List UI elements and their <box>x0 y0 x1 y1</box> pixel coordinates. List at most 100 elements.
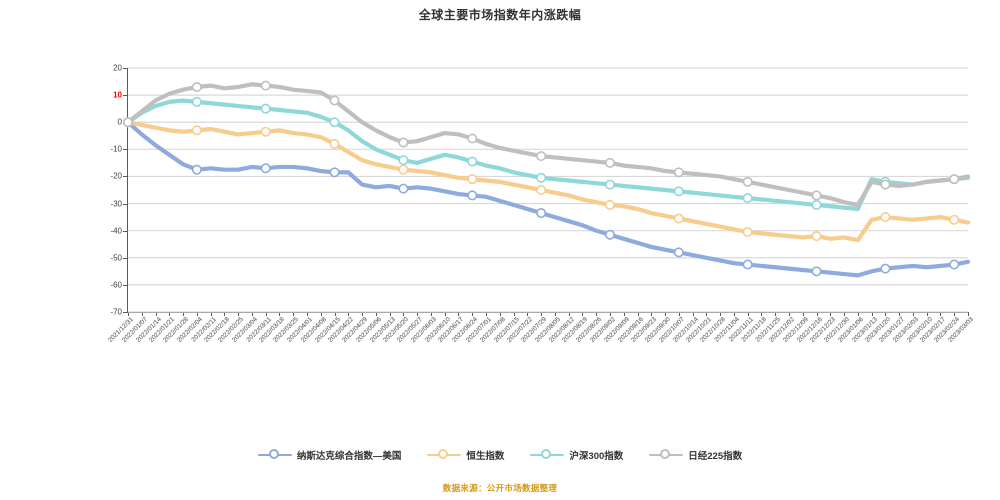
x-tick-mark <box>279 313 281 316</box>
x-tick-mark <box>609 313 611 316</box>
data-point-marker <box>398 183 409 194</box>
x-tick-mark <box>251 313 253 316</box>
data-point-marker <box>398 137 409 148</box>
data-point-marker <box>329 117 340 128</box>
data-point-marker <box>191 81 202 92</box>
data-point-marker <box>467 156 478 167</box>
data-point-marker <box>742 259 753 270</box>
data-point-marker <box>536 185 547 196</box>
y-tick-label: -70 <box>110 307 122 317</box>
x-tick-mark <box>596 313 598 316</box>
chart-legend: 纳斯达克综合指数—美国 恒生指数 沪深300指数 日经225指数 <box>0 448 1000 462</box>
legend-marker-icon <box>427 448 462 462</box>
x-tick-mark <box>155 313 157 316</box>
data-point-marker <box>191 125 202 136</box>
x-tick-mark <box>871 313 873 316</box>
x-tick-mark <box>912 313 914 316</box>
x-tick-mark <box>375 313 377 316</box>
data-point-marker <box>123 117 133 128</box>
plot-area <box>123 67 971 313</box>
x-tick-mark <box>554 313 556 316</box>
x-tick-mark <box>830 313 832 316</box>
x-tick-mark <box>334 313 336 316</box>
x-tick-mark <box>747 313 749 316</box>
data-point-marker <box>191 96 202 107</box>
x-tick-mark <box>210 313 212 316</box>
y-tick-label: 20 <box>113 63 122 73</box>
data-point-marker <box>260 80 271 91</box>
legend-item[interactable]: 恒生指数 <box>427 448 504 462</box>
x-tick-mark <box>623 313 625 316</box>
x-tick-mark <box>651 313 653 316</box>
x-tick-mark <box>141 313 143 316</box>
x-tick-mark <box>665 313 667 316</box>
legend-item[interactable]: 日经225指数 <box>649 448 742 462</box>
y-tick-mark <box>123 95 127 97</box>
data-point-marker <box>673 213 684 224</box>
x-tick-mark <box>307 313 309 316</box>
x-tick-mark <box>527 313 529 316</box>
data-point-marker <box>673 186 684 197</box>
data-point-marker <box>604 157 615 168</box>
data-point-marker <box>260 103 271 114</box>
legend-label: 日经225指数 <box>688 451 743 462</box>
series-canvas <box>123 67 971 313</box>
x-tick-mark <box>857 313 859 316</box>
legend-label: 沪深300指数 <box>569 451 624 462</box>
x-tick-mark <box>692 313 694 316</box>
x-tick-mark <box>899 313 901 316</box>
x-tick-mark <box>472 313 474 316</box>
data-point-marker <box>191 164 202 175</box>
data-point-marker <box>949 174 960 185</box>
legend-dot-icon <box>541 449 552 459</box>
y-tick-mark <box>123 176 127 178</box>
x-tick-mark <box>954 313 956 316</box>
x-tick-mark <box>541 313 543 316</box>
x-tick-mark <box>348 313 350 316</box>
x-tick-mark <box>568 313 570 316</box>
x-tick-mark <box>637 313 639 316</box>
legend-marker-icon <box>530 448 565 462</box>
data-point-marker <box>260 163 271 174</box>
data-point-marker <box>604 179 615 190</box>
x-tick-mark <box>238 313 240 316</box>
data-point-marker <box>742 176 753 187</box>
data-point-marker <box>260 126 271 137</box>
x-tick-mark <box>968 313 969 316</box>
x-tick-mark <box>513 313 515 316</box>
data-point-marker <box>604 229 615 240</box>
x-tick-mark <box>444 313 446 316</box>
x-tick-mark <box>169 313 171 316</box>
data-point-marker <box>811 266 822 277</box>
legend-dot-icon <box>438 449 449 459</box>
y-tick-label: 0 <box>117 117 122 127</box>
data-point-marker <box>880 263 891 274</box>
legend-item[interactable]: 沪深300指数 <box>530 448 623 462</box>
data-point-marker <box>949 259 960 270</box>
x-tick-mark <box>802 313 804 316</box>
y-tick-label: -40 <box>110 226 122 236</box>
x-tick-mark <box>775 313 777 316</box>
data-point-marker <box>398 155 409 166</box>
x-tick-mark <box>582 313 584 316</box>
x-tick-mark <box>320 313 322 316</box>
legend-marker-icon <box>649 448 684 462</box>
data-point-marker <box>811 199 822 210</box>
series-line <box>125 120 971 278</box>
x-tick-mark <box>293 313 295 316</box>
data-point-marker <box>811 190 822 201</box>
x-tick-mark <box>844 313 846 316</box>
legend-dot-icon <box>660 449 671 459</box>
y-tick-label: -60 <box>110 280 122 290</box>
y-tick-mark <box>123 230 127 232</box>
x-tick-mark <box>224 313 226 316</box>
y-tick-label: -20 <box>110 171 122 181</box>
y-tick-mark <box>123 203 127 205</box>
y-tick-label: -30 <box>110 199 122 209</box>
x-tick-mark <box>706 313 708 316</box>
legend-item[interactable]: 纳斯达克综合指数—美国 <box>257 448 401 462</box>
y-tick-mark <box>123 257 127 259</box>
y-tick-mark <box>123 312 127 313</box>
data-point-marker <box>880 212 891 223</box>
